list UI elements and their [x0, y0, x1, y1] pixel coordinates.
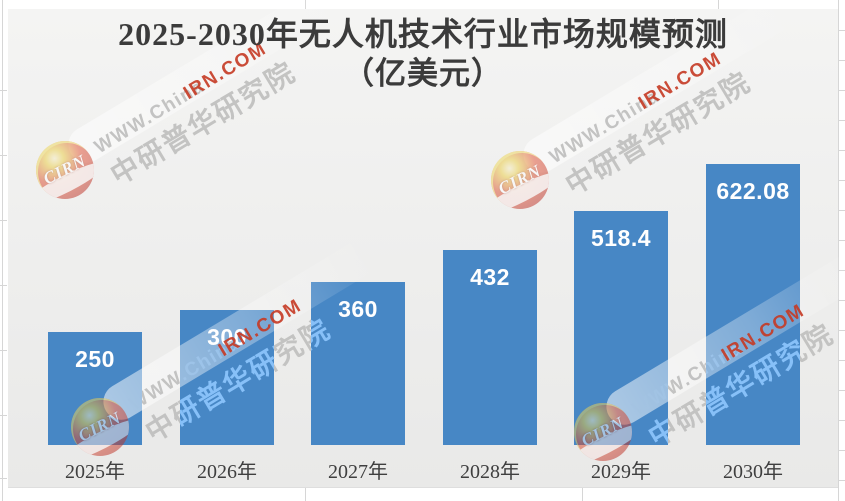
bar-value-label: 432	[443, 264, 537, 291]
x-axis-label: 2027年	[292, 455, 424, 484]
grid-line	[0, 155, 7, 156]
x-axis-label: 2025年	[29, 455, 161, 484]
cirn-logo-text: CIRN	[71, 405, 129, 449]
grid-line	[582, 488, 583, 501]
chart-bottom-border	[8, 487, 838, 488]
grid-line	[839, 60, 845, 61]
grid-line	[839, 450, 845, 451]
chart-title-line2: （亿美元）	[8, 54, 838, 94]
grid-line	[839, 30, 845, 31]
grid-line	[839, 210, 845, 211]
cirn-logo-icon: CIRN	[574, 403, 632, 461]
grid-line	[0, 415, 7, 416]
bar-value-label: 518.4	[574, 225, 668, 252]
bar-2027年: 360	[311, 282, 405, 445]
grid-line	[0, 350, 7, 351]
forecast-chart-image: 2025-2030年无人机技术行业市场规模预测 （亿美元） 2502025年30…	[0, 0, 845, 501]
grid-line	[839, 420, 845, 421]
grid-line	[838, 0, 839, 501]
cirn-logo-icon: CIRN	[36, 141, 94, 199]
bar-value-label: 250	[48, 346, 142, 373]
grid-line	[839, 330, 845, 331]
grid-line	[839, 90, 845, 91]
cirn-logo-icon: CIRN	[491, 151, 549, 209]
grid-line	[839, 300, 845, 301]
grid-line	[0, 285, 7, 286]
cirn-logo-text: CIRN	[574, 410, 632, 454]
x-axis-label: 2026年	[161, 455, 293, 484]
cirn-logo-icon: CIRN	[71, 398, 129, 456]
cirn-logo-text: CIRN	[491, 158, 549, 202]
bar-2028年: 432	[443, 250, 537, 445]
grid-line	[839, 120, 845, 121]
bar-value-label: 622.08	[706, 178, 800, 205]
grid-line	[305, 488, 306, 501]
grid-line	[0, 478, 7, 479]
x-axis-label: 2028年	[424, 455, 556, 484]
grid-line	[839, 150, 845, 151]
cirn-logo-text: CIRN	[36, 148, 94, 192]
x-axis-label: 2030年	[687, 455, 819, 484]
chart-title-line1: 2025-2030年无人机技术行业市场规模预测	[8, 14, 838, 54]
grid-line	[839, 390, 845, 391]
grid-line	[839, 240, 845, 241]
grid-line	[839, 360, 845, 361]
grid-line	[839, 180, 845, 181]
grid-line	[0, 220, 7, 221]
grid-line	[0, 90, 7, 91]
grid-line	[2, 0, 3, 501]
chart-title: 2025-2030年无人机技术行业市场规模预测 （亿美元）	[8, 14, 838, 94]
grid-line	[839, 480, 845, 481]
grid-line	[718, 0, 719, 9]
